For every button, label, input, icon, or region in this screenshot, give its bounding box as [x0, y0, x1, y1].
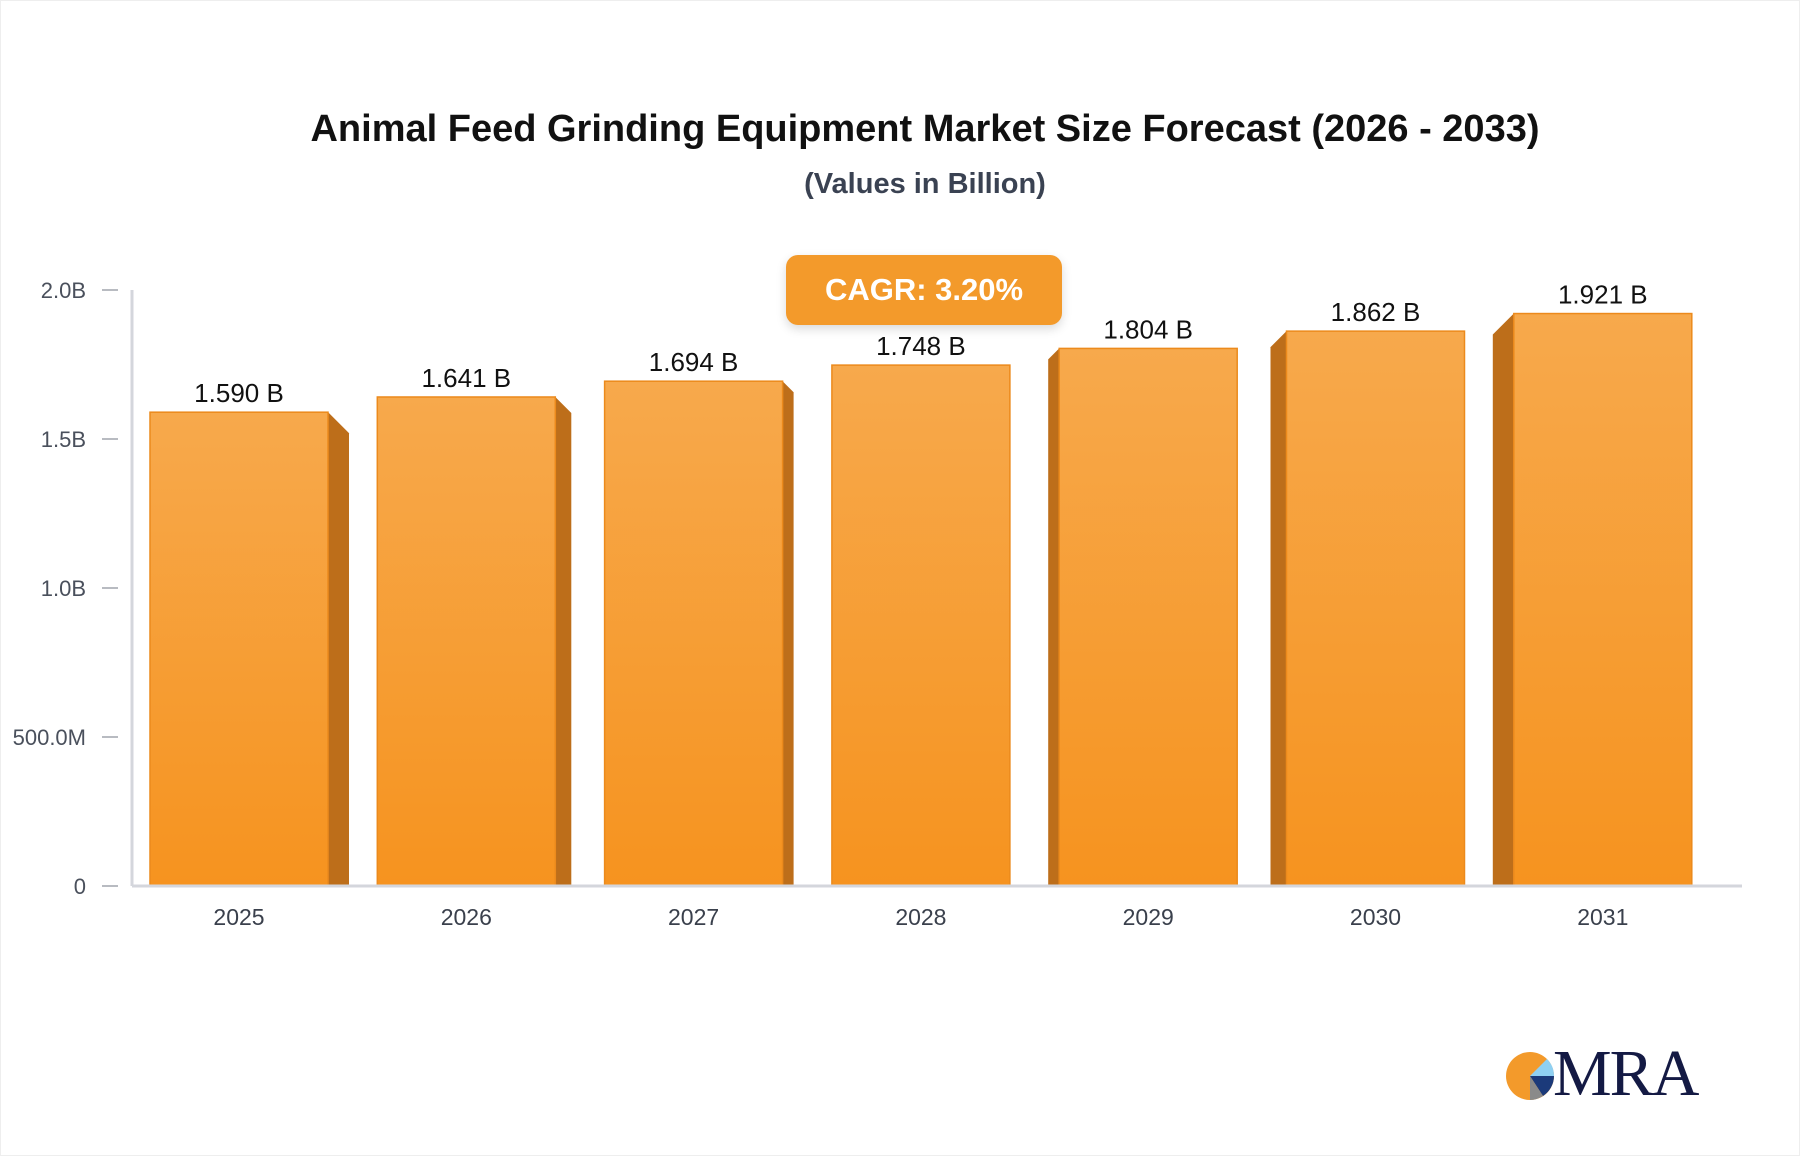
- bar-side: [782, 381, 794, 886]
- pie-logo-icon: [1506, 1052, 1555, 1100]
- data-label: 1.641 B: [421, 363, 511, 393]
- data-label: 1.804 B: [1103, 314, 1193, 344]
- bar: [149, 411, 329, 887]
- bar-side: [555, 396, 572, 886]
- x-tick-label: 2028: [895, 904, 946, 930]
- bar-side: [328, 412, 349, 886]
- y-tick-label: 1.5B: [41, 427, 86, 452]
- chart-title: Animal Feed Grinding Equipment Market Si…: [310, 108, 1540, 150]
- y-tick-label: 0: [74, 874, 86, 899]
- x-tick-label: 2027: [668, 904, 719, 930]
- bar-side: [1270, 331, 1287, 886]
- x-tick-label: 2029: [1123, 904, 1174, 930]
- x-tick-label: 2031: [1577, 904, 1628, 930]
- bar: [831, 364, 1011, 887]
- data-label: 1.590 B: [194, 378, 284, 408]
- bar: [1285, 330, 1466, 887]
- data-label: 1.862 B: [1331, 297, 1421, 327]
- mra-logo: MRA: [1505, 1037, 1699, 1110]
- y-tick-label: 2.0B: [41, 278, 86, 303]
- cagr-badge: CAGR: 3.20%: [786, 255, 1062, 325]
- bar: [376, 396, 557, 887]
- bar: [603, 380, 784, 887]
- x-tick-label: 2025: [213, 904, 264, 930]
- data-label: 1.748 B: [876, 331, 966, 361]
- bar-side: [1492, 313, 1514, 886]
- x-tick-label: 2026: [441, 904, 492, 930]
- data-label: 1.694 B: [649, 347, 739, 377]
- logo-text: MRA: [1553, 1037, 1699, 1110]
- y-tick-label: 500.0M: [13, 725, 86, 750]
- chart-subtitle: (Values in Billion): [804, 168, 1046, 200]
- bar: [1513, 312, 1693, 887]
- data-label: 1.921 B: [1558, 280, 1648, 310]
- bar-side: [1048, 348, 1060, 887]
- x-tick-label: 2030: [1350, 904, 1401, 930]
- bar: [1058, 347, 1238, 887]
- y-tick-label: 1.0B: [41, 576, 86, 601]
